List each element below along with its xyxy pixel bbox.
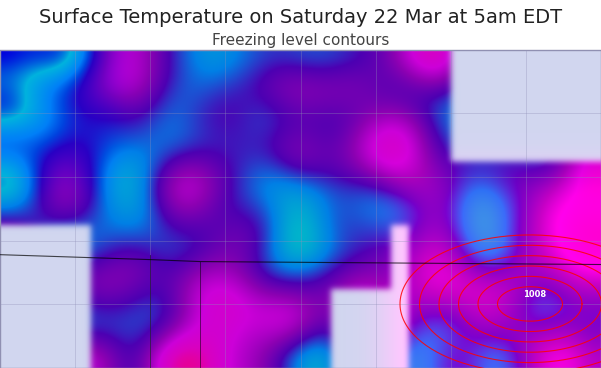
- Text: 1008: 1008: [523, 290, 546, 298]
- Text: Freezing level contours: Freezing level contours: [212, 33, 389, 48]
- Text: Surface Temperature on Saturday 22 Mar at 5am EDT: Surface Temperature on Saturday 22 Mar a…: [39, 8, 562, 27]
